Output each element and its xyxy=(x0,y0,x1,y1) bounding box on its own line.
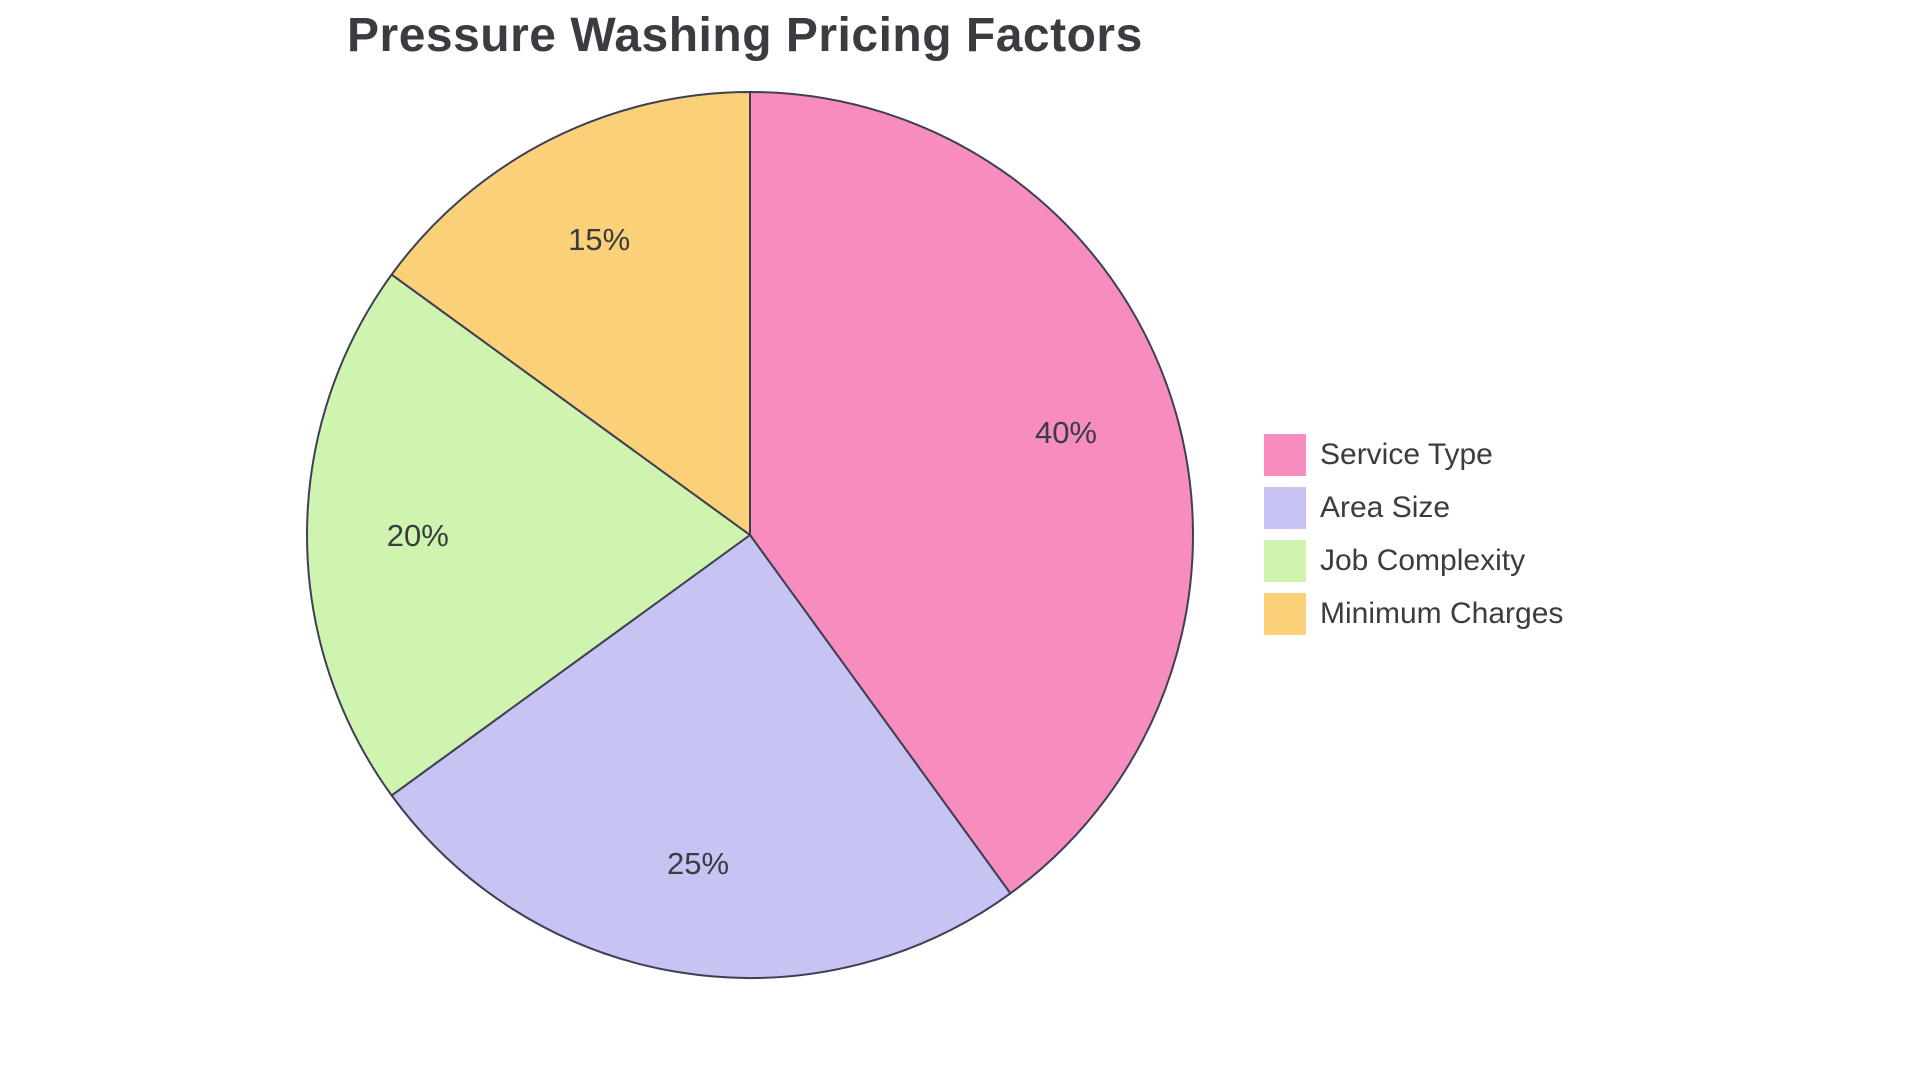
pie-slice-value-label-job-complexity: 20% xyxy=(387,518,449,553)
pie-slice-labels: 40% 25% 20% 15% xyxy=(387,222,1097,881)
pie-slice-value-label-minimum-charges: 15% xyxy=(568,222,630,257)
pie-slice-value-label-service-type: 40% xyxy=(1035,415,1097,450)
legend-label-area-size: Area Size xyxy=(1320,491,1451,524)
pie-slices xyxy=(306,91,1194,979)
pie-slice-job-complexity xyxy=(306,273,751,797)
legend-swatch-service-type xyxy=(1264,434,1306,476)
legend-label-job-complexity: Job Complexity xyxy=(1320,544,1526,577)
legend-swatch-minimum-charges xyxy=(1264,593,1306,635)
pie-slice-service-type xyxy=(749,91,1194,895)
legend-swatch-job-complexity xyxy=(1264,540,1306,582)
pie-slice-value-label-area-size: 25% xyxy=(667,846,729,881)
legend-swatch-area-size xyxy=(1264,487,1306,529)
chart-title: Pressure Washing Pricing Factors xyxy=(347,9,1143,62)
pie-slice-minimum-charges xyxy=(390,91,751,536)
legend-item-area-size: Area Size xyxy=(1264,487,1563,529)
legend-item-job-complexity: Job Complexity xyxy=(1264,540,1563,582)
legend-label-minimum-charges: Minimum Charges xyxy=(1320,597,1564,630)
chart-legend: Service Type Area Size Job Complexity Minim… xyxy=(1264,434,1563,635)
legend-label-service-type: Service Type xyxy=(1320,438,1493,471)
pie-slice-area-size xyxy=(390,534,1012,979)
legend-item-minimum-charges: Minimum Charges xyxy=(1264,593,1563,635)
legend-item-service-type: Service Type xyxy=(1264,434,1563,476)
